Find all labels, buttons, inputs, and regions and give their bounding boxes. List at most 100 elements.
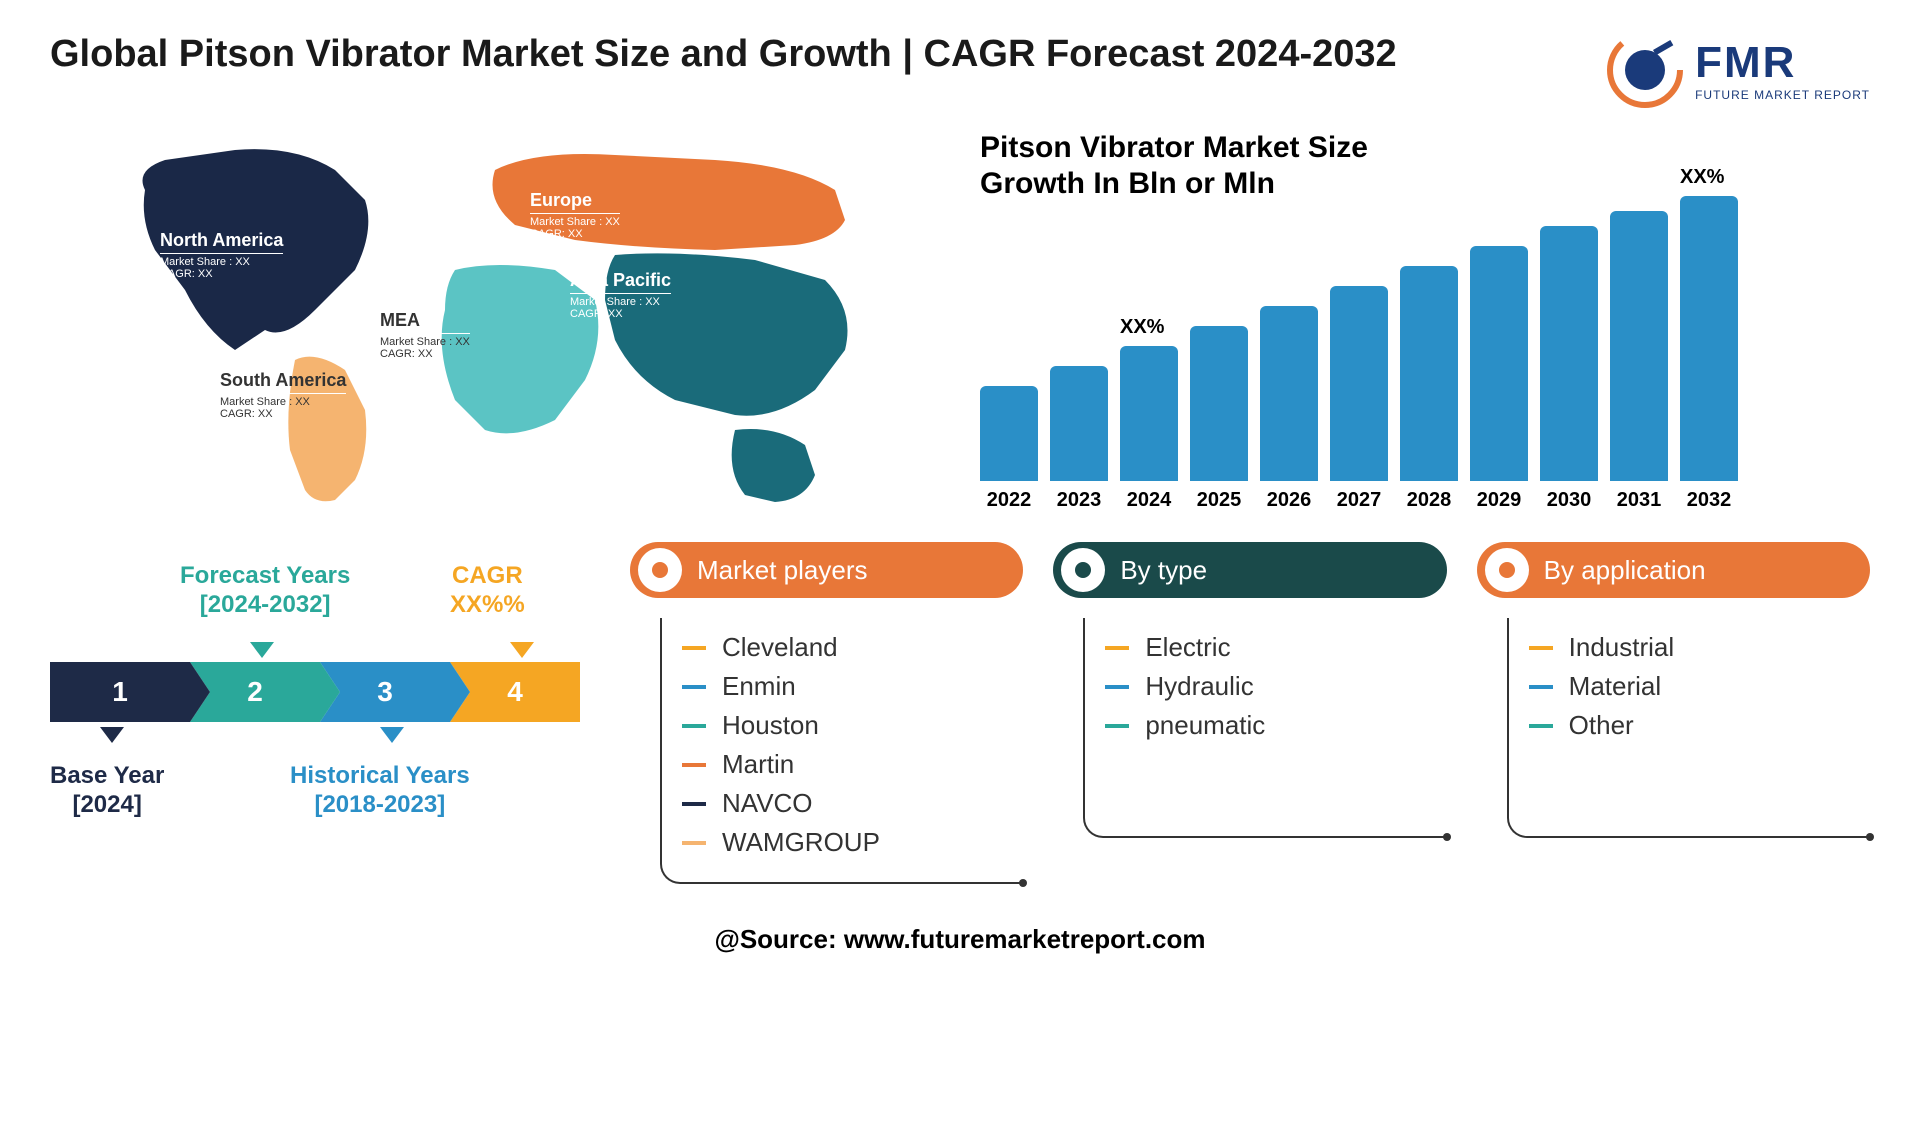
category-header: Market players (630, 542, 1023, 598)
timeline-annotation: Forecast Years[2024-2032] (180, 562, 350, 620)
item-dash-icon (1105, 646, 1129, 650)
timeline-annotation: Base Year[2024] (50, 762, 164, 820)
bar: 2022 (980, 386, 1038, 512)
timeline: 1234Base Year[2024]Forecast Years[2024-2… (50, 542, 600, 842)
item-text: Hydraulic (1145, 671, 1253, 702)
item-text: Houston (722, 710, 819, 741)
category-item: Hydraulic (1085, 667, 1446, 706)
timeline-pointer (510, 642, 534, 658)
item-dash-icon (1105, 685, 1129, 689)
item-dash-icon (1529, 724, 1553, 728)
bar-year-label: 2025 (1197, 489, 1242, 512)
category-list: Electric Hydraulic pneumatic (1083, 618, 1446, 838)
region-label: South AmericaMarket Share : XXCAGR: XX (220, 370, 346, 420)
logo-icon (1605, 30, 1685, 110)
region-label: Asia PacificMarket Share : XXCAGR: XX (570, 270, 671, 320)
bar-annotation: XX% (1680, 166, 1724, 189)
item-text: Martin (722, 749, 794, 780)
category-item: Houston (662, 706, 1023, 745)
bar-year-label: 2023 (1057, 489, 1102, 512)
logo-text-sub: FUTURE MARKET REPORT (1695, 88, 1870, 102)
bar: 2028 (1400, 266, 1458, 512)
item-dash-icon (682, 724, 706, 728)
category-list: Cleveland Enmin Houston Martin NAVCO WAMGROUP (660, 618, 1023, 884)
category-label: By application (1544, 555, 1706, 586)
world-map: North AmericaMarket Share : XXCAGR: XX So… (50, 130, 940, 510)
item-dash-icon (682, 802, 706, 806)
category-label: Market players (697, 555, 868, 586)
bar: 2027 (1330, 286, 1388, 512)
item-text: Cleveland (722, 632, 838, 663)
bar-year-label: 2024 (1127, 489, 1172, 512)
bar-chart: 20222023XX%20242025202620272028202920302… (980, 212, 1870, 512)
item-dash-icon (682, 841, 706, 845)
category-item: NAVCO (662, 784, 1023, 823)
timeline-pointer (100, 727, 124, 743)
region-label: EuropeMarket Share : XXCAGR: XX (530, 190, 620, 240)
item-text: Material (1569, 671, 1661, 702)
category-dot-icon (638, 548, 682, 592)
bar: 2031 (1610, 211, 1668, 512)
category-header: By type (1053, 542, 1446, 598)
category-item: WAMGROUP (662, 823, 1023, 862)
category-item: Enmin (662, 667, 1023, 706)
item-text: Enmin (722, 671, 796, 702)
category-header: By application (1477, 542, 1870, 598)
bar-year-label: 2026 (1267, 489, 1312, 512)
bar: 2025 (1190, 326, 1248, 512)
item-text: Electric (1145, 632, 1230, 663)
item-text: WAMGROUP (722, 827, 880, 858)
category-label: By type (1120, 555, 1207, 586)
logo: FMR FUTURE MARKET REPORT (1605, 30, 1870, 110)
bar-year-label: 2029 (1477, 489, 1522, 512)
bar: XX%2032 (1680, 196, 1738, 512)
bar-year-label: 2030 (1547, 489, 1592, 512)
bar-year-label: 2031 (1617, 489, 1662, 512)
item-dash-icon (1105, 724, 1129, 728)
category-column: Market players Cleveland Enmin Houston Marti… (630, 542, 1023, 884)
item-dash-icon (1529, 646, 1553, 650)
bar: 2029 (1470, 246, 1528, 512)
item-text: Industrial (1569, 632, 1675, 663)
category-dot-icon (1485, 548, 1529, 592)
timeline-annotation: CAGRXX%% (450, 562, 525, 620)
category-item: Electric (1085, 628, 1446, 667)
item-dash-icon (682, 646, 706, 650)
bar-year-label: 2028 (1407, 489, 1452, 512)
category-item: Cleveland (662, 628, 1023, 667)
item-dash-icon (682, 763, 706, 767)
bar-year-label: 2032 (1687, 489, 1732, 512)
source-text: @Source: www.futuremarketreport.com (50, 924, 1870, 955)
item-dash-icon (1529, 685, 1553, 689)
category-column: By application Industrial Material Other (1477, 542, 1870, 884)
category-list: Industrial Material Other (1507, 618, 1870, 838)
timeline-segment: 1 (50, 662, 190, 722)
category-item: Other (1509, 706, 1870, 745)
bar-annotation: XX% (1120, 316, 1164, 339)
bar: XX%2024 (1120, 346, 1178, 512)
item-text: pneumatic (1145, 710, 1265, 741)
region-label: MEAMarket Share : XXCAGR: XX (380, 310, 470, 360)
category-dot-icon (1061, 548, 1105, 592)
category-item: Martin (662, 745, 1023, 784)
page-title: Global Pitson Vibrator Market Size and G… (50, 30, 1397, 79)
chart-title: Pitson Vibrator Market Size Growth In Bl… (980, 130, 1380, 202)
bar-year-label: 2027 (1337, 489, 1382, 512)
timeline-pointer (380, 727, 404, 743)
bar-year-label: 2022 (987, 489, 1032, 512)
category-item: Material (1509, 667, 1870, 706)
logo-text-main: FMR (1695, 38, 1870, 88)
bar: 2023 (1050, 366, 1108, 512)
timeline-pointer (250, 642, 274, 658)
bar: 2026 (1260, 306, 1318, 512)
timeline-annotation: Historical Years[2018-2023] (290, 762, 470, 820)
category-column: By type Electric Hydraulic pneumatic (1053, 542, 1446, 884)
region-label: North AmericaMarket Share : XXCAGR: XX (160, 230, 283, 280)
bar: 2030 (1540, 226, 1598, 512)
item-text: Other (1569, 710, 1634, 741)
category-item: Industrial (1509, 628, 1870, 667)
item-text: NAVCO (722, 788, 813, 819)
bar-chart-section: Pitson Vibrator Market Size Growth In Bl… (980, 130, 1870, 512)
item-dash-icon (682, 685, 706, 689)
category-item: pneumatic (1085, 706, 1446, 745)
